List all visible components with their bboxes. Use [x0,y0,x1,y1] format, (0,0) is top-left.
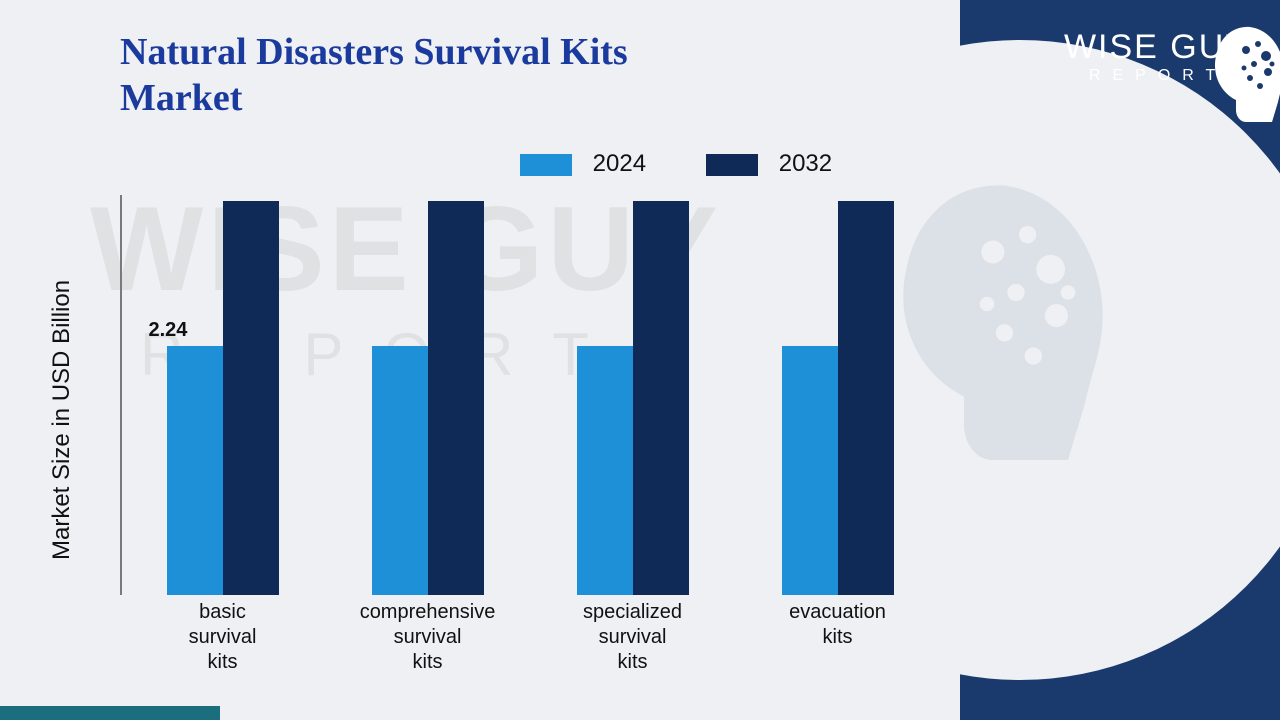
bar [782,346,838,595]
brand-logo: WISE GUY REPORTS [1064,30,1250,84]
bar [372,346,428,595]
x-label: comprehensivesurvivalkits [343,600,513,675]
x-label: evacuationkits [753,600,923,675]
logo-line-1: WISE GUY [1064,30,1250,64]
footer-accent [0,706,220,720]
chart-title: Natural Disasters Survival Kits Market [120,30,740,121]
canvas: WISE GUY REPORTS Natural Disasters Survi… [0,0,1280,720]
legend-label-2024: 2024 [593,150,646,177]
bar [167,346,223,595]
legend-item-2032: 2032 [706,150,832,178]
bar [428,201,484,595]
bar [838,201,894,595]
chart-area: 2.24 [120,195,940,595]
bar-group [368,201,488,595]
y-axis-label: Market Size in USD Billion [48,280,76,560]
bar-group [573,201,693,595]
x-label: specializedsurvivalkits [548,600,718,675]
legend: 2024 2032 [520,150,832,178]
x-axis-labels: basicsurvivalkits comprehensivesurvivalki… [120,600,940,675]
value-label: 2.24 [149,319,188,342]
legend-swatch-2024 [520,154,572,176]
bar-group [778,201,898,595]
bar [577,346,633,595]
bar-groups: 2.24 [120,195,940,595]
bar-group: 2.24 [163,201,283,595]
legend-label-2032: 2032 [779,150,832,177]
legend-swatch-2032 [706,154,758,176]
legend-item-2024: 2024 [520,150,646,178]
logo-line-2: REPORTS [1064,68,1250,84]
bar [223,201,279,595]
x-label: basicsurvivalkits [138,600,308,675]
bar [633,201,689,595]
